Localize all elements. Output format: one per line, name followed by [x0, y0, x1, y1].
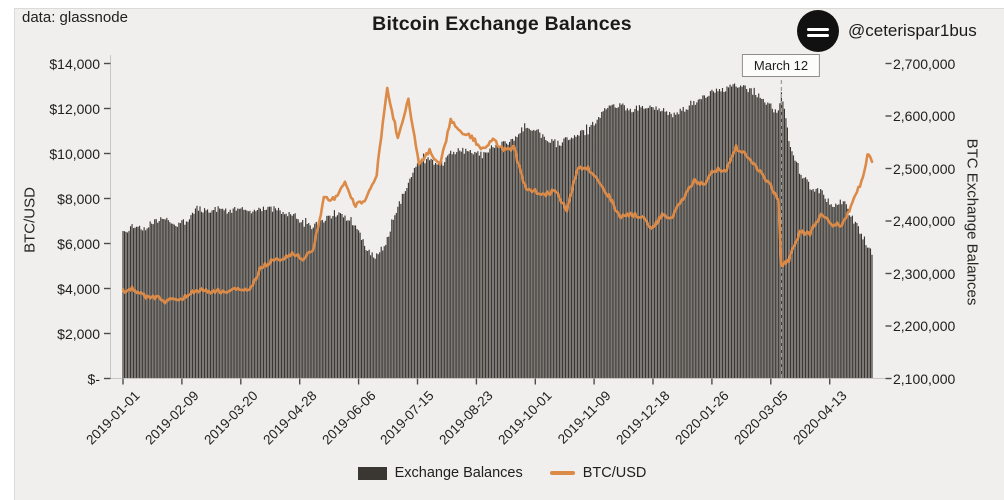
legend-bar-swatch [357, 466, 387, 480]
author-handle: @ceterispar1bus [848, 21, 977, 40]
author-credit: @ceterispar1bus [797, 10, 977, 52]
legend-line-swatch [549, 471, 575, 475]
price-line [121, 86, 874, 305]
equals-lines-icon [797, 10, 839, 52]
legend: Exchange Balances BTC/USD [0, 465, 1004, 481]
legend-item-btc-usd: BTC/USD [549, 465, 647, 481]
balance-bars [122, 83, 873, 379]
chart-title: Bitcoin Exchange Balances [372, 13, 632, 35]
legend-item-exchange-balances: Exchange Balances [357, 465, 523, 481]
legend-label: Exchange Balances [394, 465, 523, 481]
annotation-march-12: March 12 [741, 54, 821, 77]
legend-label: BTC/USD [582, 465, 647, 481]
data-source-label: data: glassnode [22, 9, 128, 26]
